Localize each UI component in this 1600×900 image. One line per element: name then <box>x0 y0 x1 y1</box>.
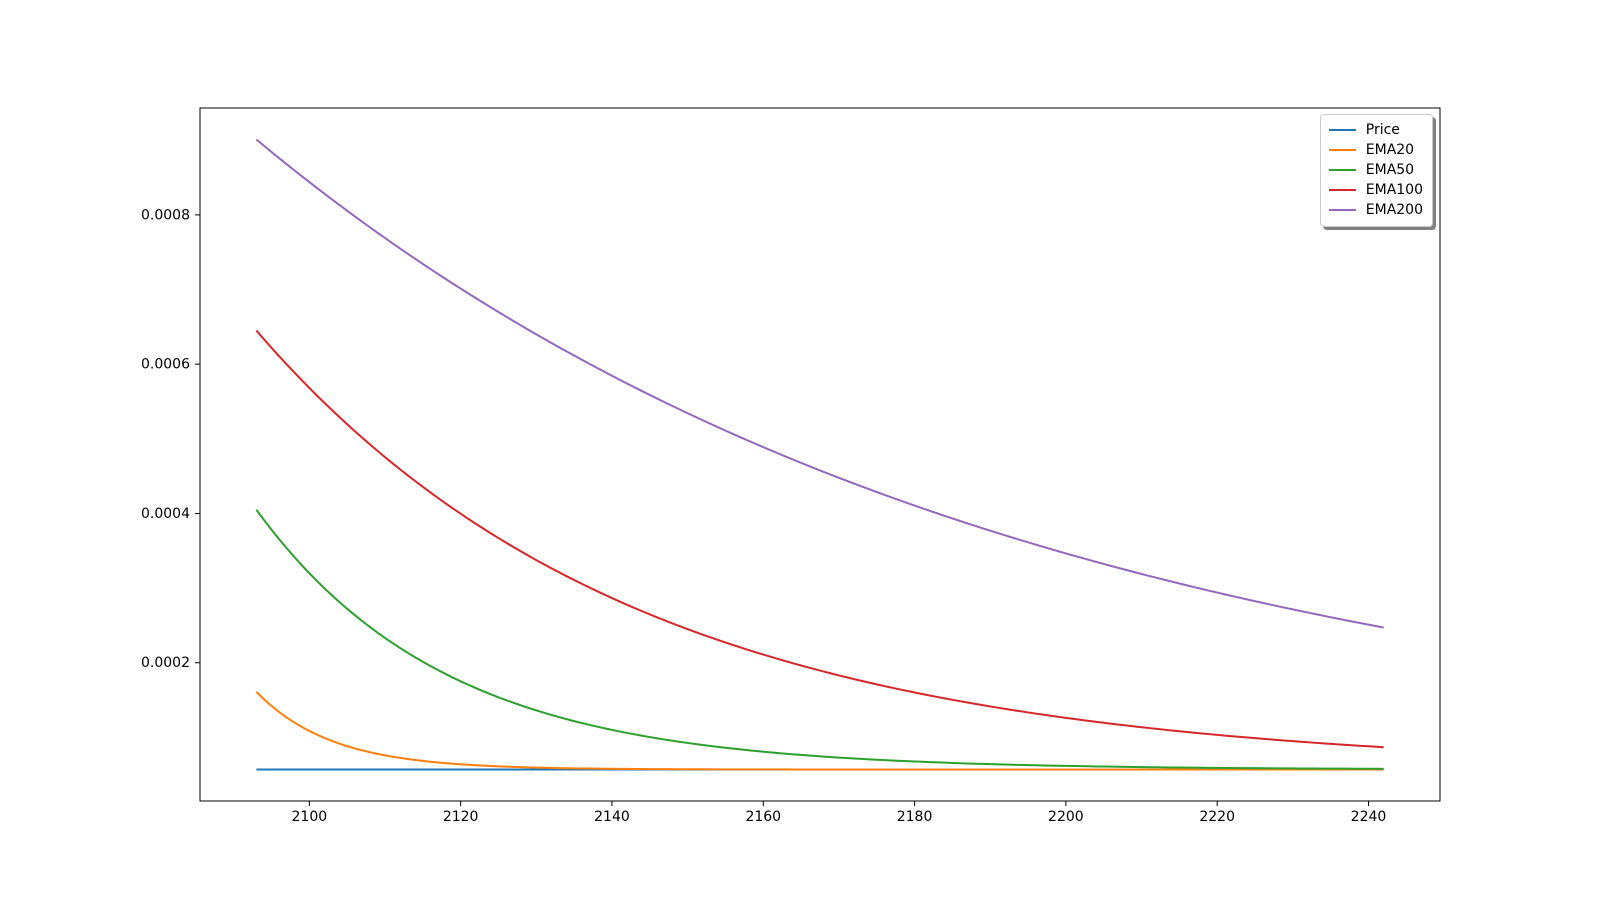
x-tick-label: 2120 <box>443 809 479 825</box>
series-line-ema100 <box>255 329 1384 749</box>
legend-line-swatch <box>1328 209 1356 211</box>
legend-item-price: Price <box>1328 120 1423 140</box>
legend-label: EMA20 <box>1365 142 1415 158</box>
legend: Price EMA20 EMA50 EMA100 EMA200 <box>1319 114 1433 227</box>
legend-item-ema200: EMA200 <box>1328 200 1423 220</box>
x-tick-label: 2140 <box>594 809 630 825</box>
legend-label: EMA50 <box>1365 162 1415 178</box>
x-tick-label: 2220 <box>1199 809 1235 825</box>
legend-line-swatch <box>1328 129 1356 131</box>
y-tick-label: 0.0002 <box>141 655 190 671</box>
legend-item-ema20: EMA20 <box>1328 140 1423 160</box>
axes-frame <box>199 107 1441 802</box>
legend-line-swatch <box>1328 149 1356 151</box>
legend-label: EMA100 <box>1365 182 1423 198</box>
series-line-ema20 <box>255 691 1384 771</box>
series-line-ema200 <box>255 138 1384 629</box>
legend-label: Price <box>1365 122 1400 138</box>
x-tick-label: 2240 <box>1351 809 1387 825</box>
y-tick-label: 0.0008 <box>141 207 190 223</box>
x-tick-label: 2160 <box>745 809 781 825</box>
legend-label: EMA200 <box>1365 202 1423 218</box>
x-axis: 2100 2120 2140 2160 2180 2200 2220 2240 <box>292 801 1387 825</box>
x-tick-label: 2200 <box>1048 809 1084 825</box>
x-tick-label: 2180 <box>897 809 933 825</box>
y-axis: 0.0002 0.0004 0.0006 0.0008 <box>141 207 200 671</box>
series-line-ema50 <box>255 509 1384 770</box>
legend-item-ema50: EMA50 <box>1328 160 1423 180</box>
legend-item-ema100: EMA100 <box>1328 180 1423 200</box>
x-tick-label: 2100 <box>292 809 328 825</box>
series-lines <box>255 138 1384 771</box>
y-tick-label: 0.0006 <box>141 357 190 373</box>
legend-line-swatch <box>1328 189 1356 191</box>
legend-line-swatch <box>1328 169 1356 171</box>
y-tick-label: 0.0004 <box>141 506 190 522</box>
